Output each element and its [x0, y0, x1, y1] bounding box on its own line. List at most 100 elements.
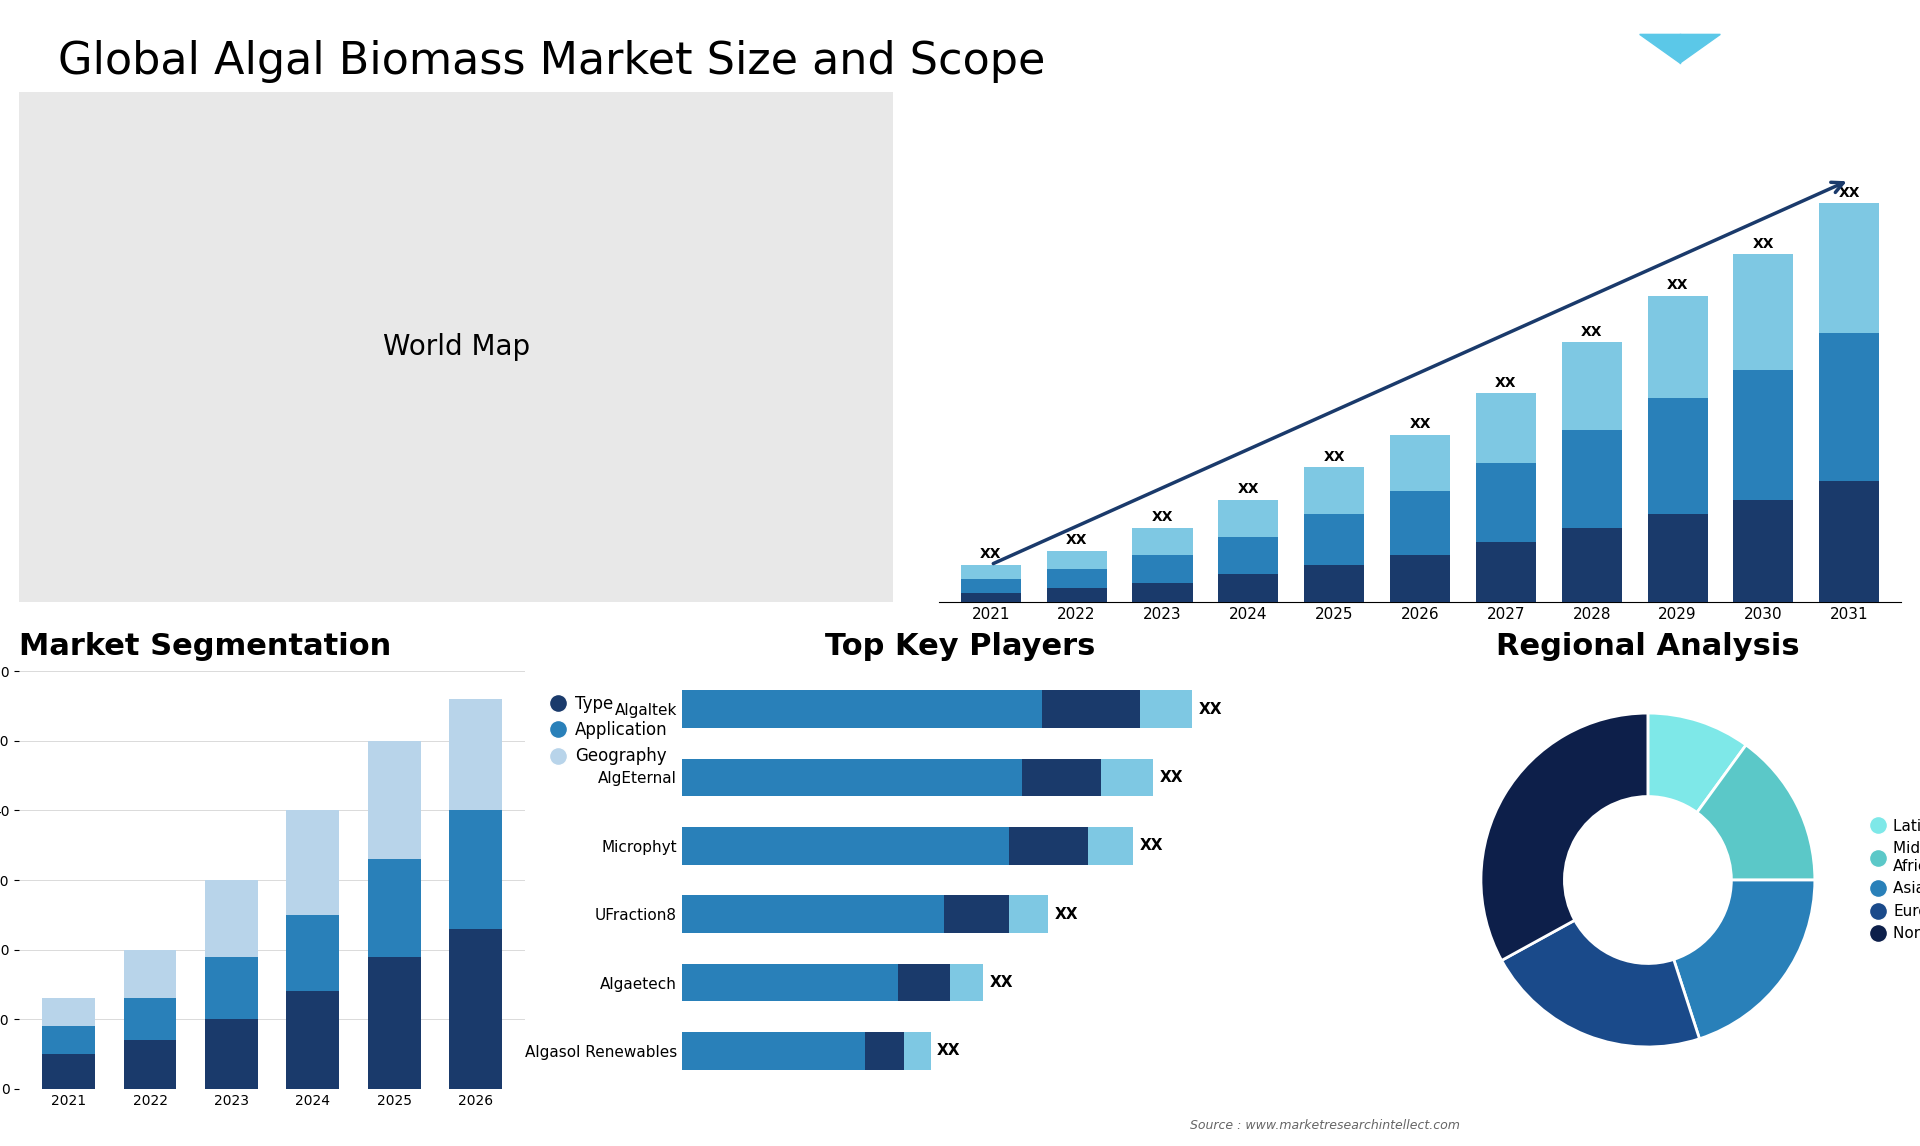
Bar: [682, 827, 1010, 864]
Bar: [286, 810, 340, 915]
Bar: [1043, 690, 1140, 728]
Bar: [1021, 759, 1100, 796]
Text: XX: XX: [1496, 376, 1517, 390]
Bar: [1820, 481, 1880, 602]
Legend: Type, Application, Geography: Type, Application, Geography: [543, 688, 674, 772]
Text: XX: XX: [1054, 906, 1079, 921]
Bar: [205, 1019, 257, 1089]
Bar: [286, 915, 340, 991]
Bar: [286, 991, 340, 1089]
Text: XX: XX: [1839, 186, 1860, 199]
Bar: [1219, 574, 1279, 602]
Text: XX: XX: [979, 547, 1002, 562]
Bar: [960, 579, 1021, 592]
Bar: [449, 810, 501, 928]
Text: XX: XX: [1160, 770, 1183, 785]
Text: Market Segmentation: Market Segmentation: [19, 631, 392, 661]
Text: RESEARCH: RESEARCH: [1728, 49, 1793, 58]
Bar: [369, 957, 420, 1089]
Bar: [1561, 527, 1622, 602]
Bar: [1561, 431, 1622, 527]
Polygon shape: [1640, 34, 1720, 63]
Bar: [1133, 556, 1192, 583]
Bar: [123, 1041, 177, 1089]
Bar: [1100, 759, 1154, 796]
Bar: [960, 565, 1021, 579]
Text: XX: XX: [1667, 278, 1688, 292]
Circle shape: [1565, 796, 1732, 964]
Bar: [1647, 398, 1707, 513]
Bar: [1647, 513, 1707, 602]
Bar: [1647, 296, 1707, 398]
Wedge shape: [1480, 713, 1647, 960]
Bar: [42, 1026, 96, 1054]
Bar: [1476, 463, 1536, 542]
Text: XX: XX: [989, 975, 1014, 990]
Bar: [1087, 827, 1133, 864]
Bar: [682, 1033, 866, 1069]
Bar: [1046, 551, 1106, 570]
Bar: [1133, 527, 1192, 556]
Bar: [682, 759, 1021, 796]
Bar: [123, 998, 177, 1041]
Bar: [42, 998, 96, 1026]
Bar: [899, 964, 950, 1002]
Bar: [943, 895, 1010, 933]
Bar: [1133, 583, 1192, 602]
Text: World Map: World Map: [382, 332, 530, 361]
Text: XX: XX: [1198, 701, 1223, 716]
Bar: [1010, 895, 1048, 933]
Bar: [1390, 435, 1450, 490]
Bar: [1304, 565, 1365, 602]
Bar: [1140, 690, 1192, 728]
Text: Source : www.marketresearchintellect.com: Source : www.marketresearchintellect.com: [1190, 1120, 1461, 1132]
Bar: [449, 699, 501, 810]
Title: Top Key Players: Top Key Players: [826, 631, 1094, 661]
Wedge shape: [1697, 745, 1814, 880]
Text: XX: XX: [1580, 324, 1603, 338]
Bar: [1304, 513, 1365, 565]
Bar: [449, 928, 501, 1089]
Bar: [1476, 542, 1536, 602]
Text: XX: XX: [1152, 510, 1173, 524]
Text: XX: XX: [1409, 417, 1430, 431]
Bar: [1046, 570, 1106, 588]
Text: MARKET: MARKET: [1734, 33, 1788, 42]
Bar: [950, 964, 983, 1002]
Text: XX: XX: [1066, 533, 1087, 547]
Text: Global Algal Biomass Market Size and Scope: Global Algal Biomass Market Size and Sco…: [58, 40, 1044, 84]
Bar: [960, 592, 1021, 602]
Bar: [1219, 500, 1279, 537]
Bar: [1219, 537, 1279, 574]
Text: XX: XX: [1753, 236, 1774, 251]
Bar: [682, 895, 943, 933]
Text: XX: XX: [1140, 839, 1164, 854]
Bar: [1820, 333, 1880, 481]
Bar: [205, 880, 257, 957]
Wedge shape: [1674, 880, 1814, 1038]
Bar: [1390, 490, 1450, 556]
Bar: [1734, 500, 1793, 602]
Title: Regional Analysis: Regional Analysis: [1496, 631, 1799, 661]
Bar: [205, 957, 257, 1019]
Legend: Latin America, Middle East &
Africa, Asia Pacific, Europe, North America: Latin America, Middle East & Africa, Asi…: [1864, 813, 1920, 948]
Wedge shape: [1647, 713, 1745, 813]
Bar: [1046, 588, 1106, 602]
Bar: [682, 964, 899, 1002]
Bar: [1304, 468, 1365, 513]
Bar: [1734, 370, 1793, 500]
Bar: [123, 950, 177, 998]
Bar: [42, 1054, 96, 1089]
Bar: [682, 690, 1043, 728]
Bar: [1476, 393, 1536, 463]
Bar: [1010, 827, 1087, 864]
Bar: [904, 1033, 931, 1069]
Bar: [369, 860, 420, 957]
Text: XX: XX: [1323, 449, 1344, 464]
Bar: [1390, 556, 1450, 602]
Bar: [1561, 343, 1622, 431]
Text: XX: XX: [1238, 482, 1260, 496]
Text: XX: XX: [937, 1043, 960, 1059]
Text: INTELLECT: INTELLECT: [1728, 65, 1793, 74]
Bar: [1734, 254, 1793, 370]
